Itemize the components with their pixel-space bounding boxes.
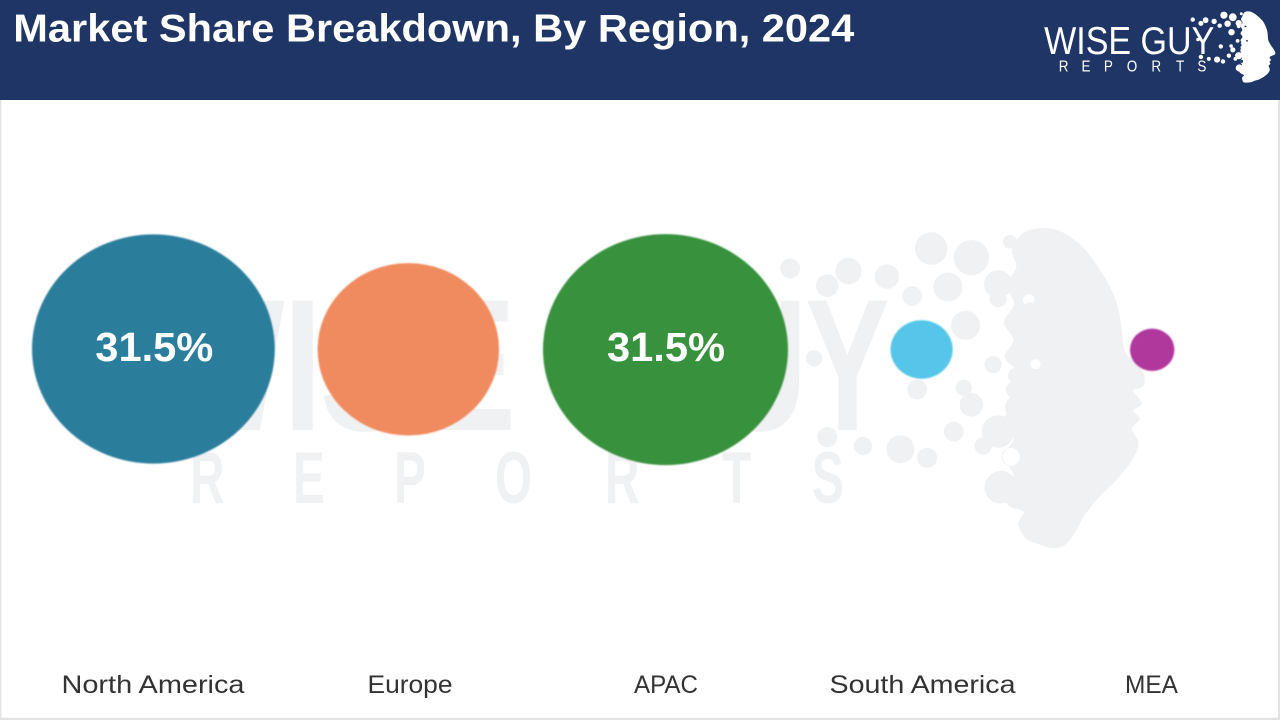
svg-text:MEA: MEA: [1125, 671, 1178, 699]
svg-text:South America: South America: [830, 671, 1017, 699]
svg-text:North America: North America: [62, 671, 246, 699]
svg-text:WISE GUY: WISE GUY: [1044, 19, 1214, 63]
svg-text:31.5%: 31.5%: [95, 324, 213, 370]
svg-text:Market Share Breakdown, By Reg: Market Share Breakdown, By Region, 2024: [13, 7, 854, 50]
svg-text:APAC: APAC: [634, 671, 698, 699]
svg-text:Europe: Europe: [368, 671, 453, 699]
svg-text:31.5%: 31.5%: [607, 324, 725, 370]
svg-text:REPORTS: REPORTS: [190, 438, 844, 520]
